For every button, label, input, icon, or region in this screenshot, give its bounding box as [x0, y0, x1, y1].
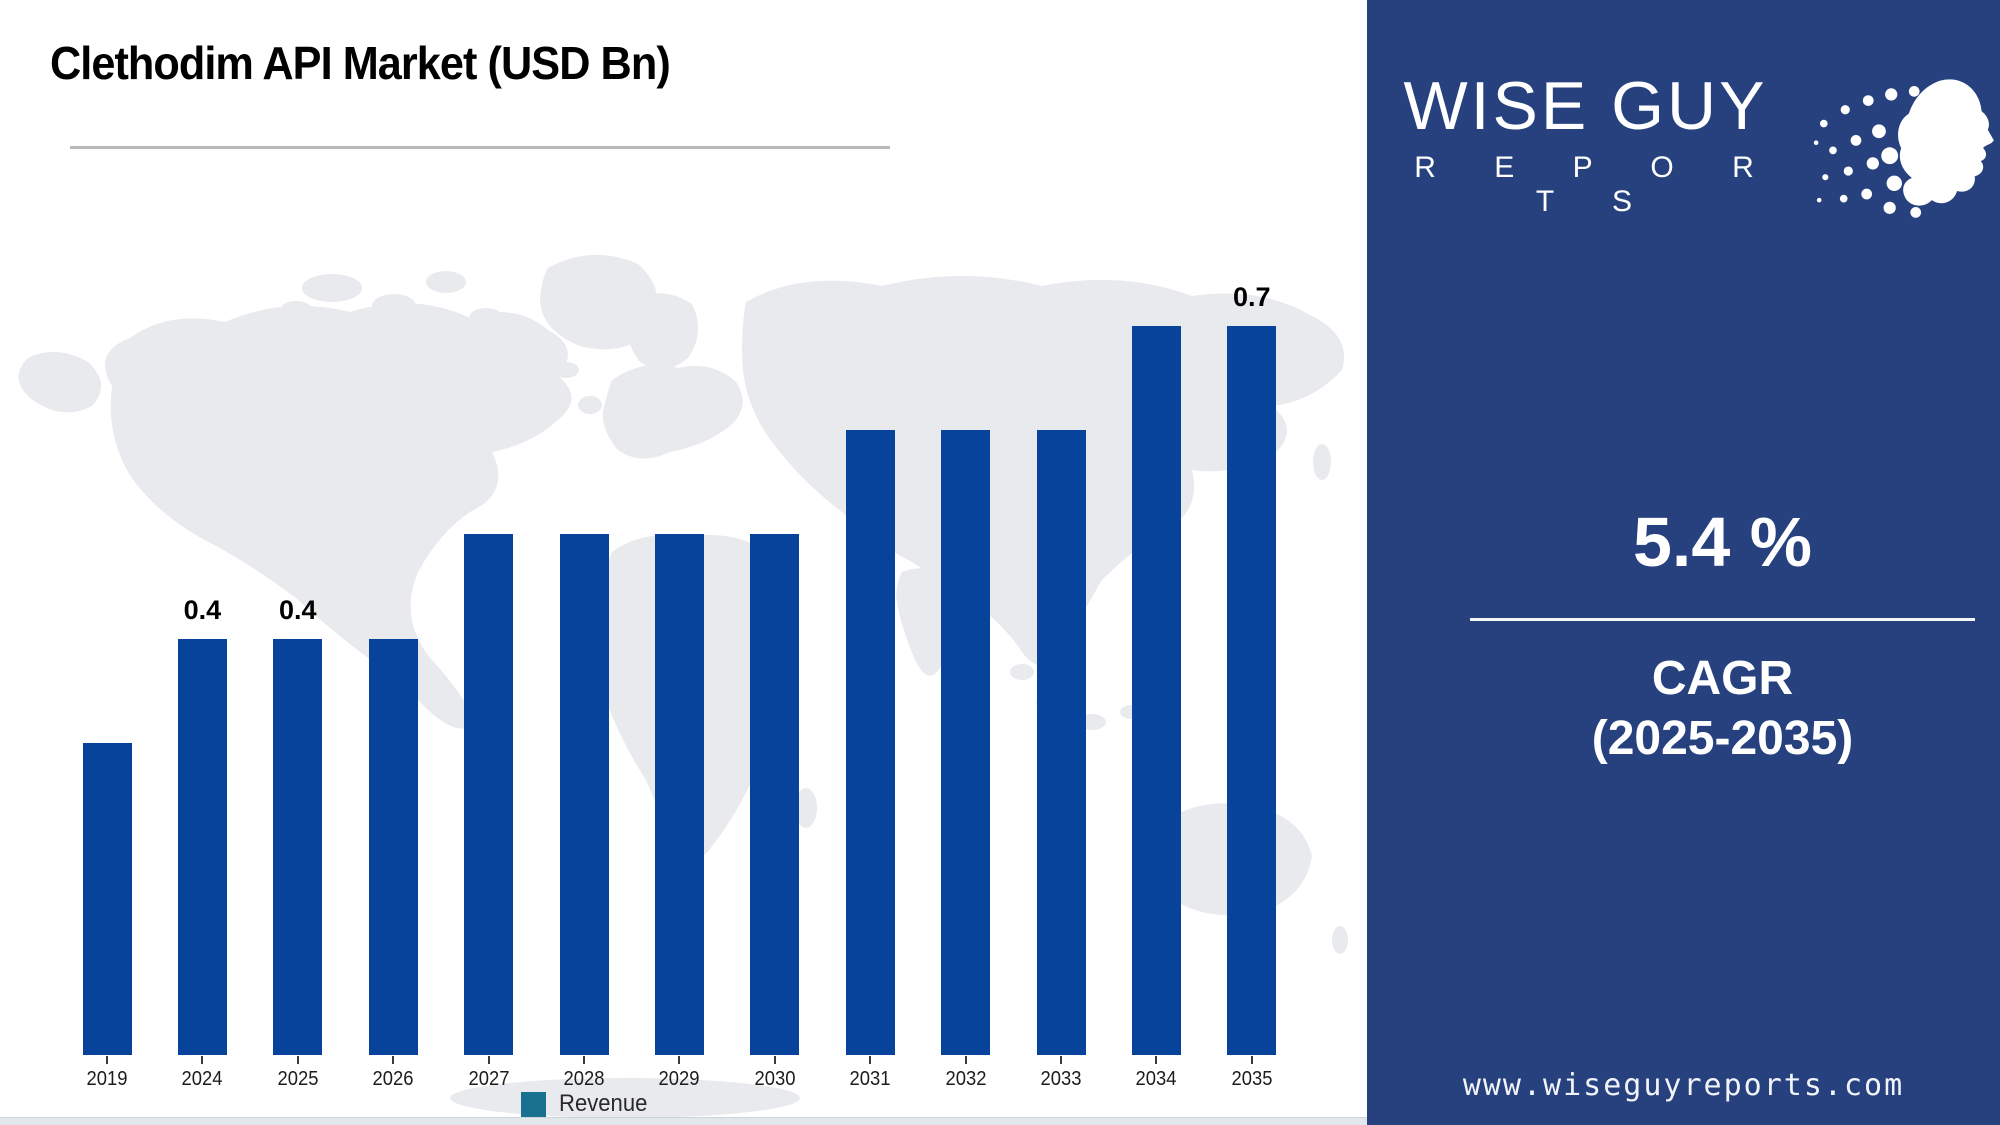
- website-url: www.wiseguyreports.com: [1462, 1068, 1905, 1103]
- x-axis-tick: [201, 1056, 204, 1064]
- bar-chart: 2019 2024 0.4 2025 0.4 2026 2027 2028 2029 2030 20…: [82, 282, 1277, 1090]
- x-axis-tick: [583, 1056, 585, 1064]
- cagr-block: 5.4 % CAGR (2025-2035): [1470, 500, 1975, 769]
- x-axis-label-2024: 2024: [181, 1068, 223, 1090]
- bar-value-label-2024: 0.4: [183, 595, 222, 625]
- cagr-label-line2: (2025-2035): [1591, 712, 1854, 765]
- bar-2028: [559, 534, 609, 1055]
- bar-2027: [464, 534, 514, 1055]
- x-axis-tick: [773, 1056, 776, 1064]
- bar-2029: [654, 534, 704, 1055]
- x-axis-tick: [106, 1056, 108, 1064]
- x-axis-label-2019: 2019: [86, 1068, 128, 1090]
- bar-2034: [1131, 326, 1181, 1055]
- x-axis-label-2025: 2025: [277, 1068, 319, 1090]
- x-axis-label-2029: 2029: [658, 1068, 700, 1090]
- cagr-divider: [1470, 618, 1975, 621]
- title-underline: [70, 146, 890, 149]
- brand-logo: WISE GUY R E P O R T S: [1367, 60, 2000, 230]
- bar-2024: [177, 639, 227, 1055]
- bar-2032: [941, 430, 991, 1055]
- bar-2025: [273, 639, 323, 1055]
- x-axis-label-2028: 2028: [563, 1068, 605, 1090]
- x-axis-tick: [869, 1056, 872, 1064]
- bar-2030: [750, 534, 800, 1055]
- bar-2019: [82, 743, 132, 1055]
- bar-2035: [1227, 326, 1277, 1055]
- chart-legend: Revenue: [521, 1090, 655, 1118]
- bottom-strip: [0, 1117, 1367, 1125]
- page-title: Clethodim API Market (USD Bn): [50, 37, 671, 89]
- x-axis-label-2033: 2033: [1040, 1068, 1082, 1090]
- cagr-label-line1: CAGR: [1651, 652, 1794, 705]
- legend-swatch: [521, 1091, 546, 1117]
- brand-name: WISE GUY: [1403, 68, 1768, 145]
- x-axis-label-2026: 2026: [372, 1068, 414, 1090]
- x-axis-tick: [1250, 1056, 1253, 1064]
- bar-2026: [368, 639, 418, 1055]
- x-axis-label-2027: 2027: [468, 1068, 510, 1090]
- bar-value-label-2025: 0.4: [279, 595, 317, 625]
- brand-panel: WISE GUY R E P O R T S 5.4 %: [1367, 0, 2000, 1125]
- x-axis-tick: [296, 1056, 299, 1064]
- bar-2033: [1036, 430, 1086, 1055]
- x-axis-tick: [678, 1056, 681, 1064]
- x-axis-label-2031: 2031: [849, 1068, 891, 1090]
- x-axis-label-2032: 2032: [945, 1068, 987, 1090]
- bar-2031: [845, 430, 895, 1055]
- x-axis-tick: [1060, 1056, 1062, 1064]
- x-axis-label-2030: 2030: [754, 1068, 796, 1090]
- brand-logo-text: WISE GUY R E P O R T S: [1367, 68, 1804, 218]
- brand-subname: R E P O R T S: [1414, 150, 1779, 218]
- x-axis-tick: [487, 1056, 490, 1064]
- cagr-value: 5.4 %: [1633, 503, 1812, 581]
- bar-value-label-2035: 0.7: [1233, 282, 1271, 312]
- dotted-head-icon: [1813, 79, 1994, 218]
- x-axis-label-2034: 2034: [1135, 1068, 1177, 1090]
- x-axis-tick: [392, 1056, 395, 1064]
- legend-label: Revenue: [559, 1090, 648, 1117]
- x-axis-label-2035: 2035: [1231, 1068, 1273, 1090]
- cagr-label: CAGR (2025-2035): [1470, 649, 1975, 769]
- x-axis-tick: [964, 1056, 967, 1064]
- x-axis-tick: [1155, 1056, 1158, 1064]
